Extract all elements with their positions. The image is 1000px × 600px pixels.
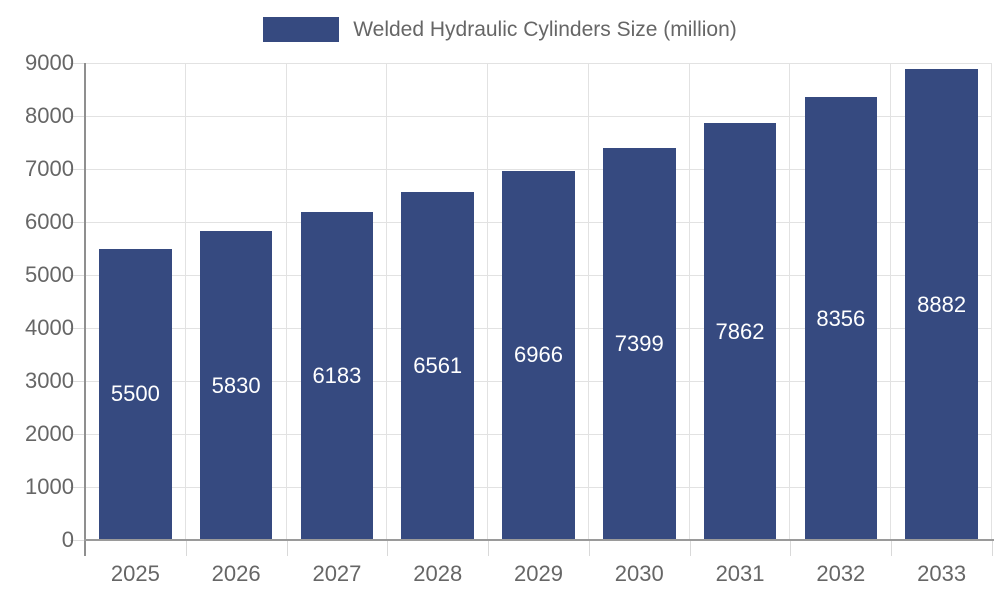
x-tick-label: 2031: [715, 561, 765, 586]
y-tick-label: 0: [61, 527, 74, 552]
y-axis-line: [84, 63, 86, 556]
v-gridline: [890, 63, 892, 540]
bar[interactable]: 5500: [99, 248, 172, 540]
y-tick-label: 8000: [25, 103, 74, 128]
bar-value-label: 7399: [614, 330, 664, 356]
x-tick: [891, 541, 893, 556]
y-tick-label: 4000: [25, 315, 74, 340]
x-tick-label: 2029: [514, 561, 563, 586]
bar-value-label: 5500: [110, 381, 160, 407]
bar[interactable]: 6561: [401, 192, 474, 540]
h-gridline: [85, 63, 992, 64]
bar[interactable]: 6183: [300, 212, 374, 540]
x-tick: [488, 541, 490, 556]
legend-label: Welded Hydraulic Cylinders Size (million…: [353, 17, 737, 41]
bar-value-label: 6183: [312, 363, 362, 389]
v-gridline: [688, 63, 690, 540]
y-tick-label: 2000: [25, 421, 74, 446]
bar-value-label: 5830: [211, 372, 261, 398]
y-tick-label: 5000: [25, 262, 74, 287]
v-gridline: [487, 63, 489, 540]
y-tick: [70, 169, 84, 170]
y-tick: [70, 63, 84, 64]
x-tick-label: 2025: [110, 561, 160, 586]
x-tick: [185, 541, 187, 556]
y-tick: [70, 381, 84, 382]
x-tick: [689, 541, 691, 556]
y-tick-label: 9000: [25, 50, 74, 75]
x-tick: [992, 541, 993, 556]
h-gridline: [85, 169, 992, 170]
bar-value-label: 6561: [413, 353, 463, 379]
h-gridline: [85, 116, 992, 117]
bar-value-label: 7862: [715, 318, 765, 344]
v-gridline: [991, 63, 992, 540]
x-tick-label: 2027: [312, 561, 362, 586]
y-tick: [70, 222, 84, 223]
plot-area: 5500 5830 6183 6561 6966 7399 7862 8356 8882: [85, 63, 992, 540]
y-tick-label: 1000: [25, 474, 74, 499]
y-tick: [70, 116, 84, 117]
y-tick: [70, 275, 84, 276]
v-gridline: [587, 63, 589, 540]
chart-legend[interactable]: Welded Hydraulic Cylinders Size (million…: [0, 17, 1000, 42]
bar[interactable]: 6966: [502, 170, 575, 540]
y-tick: [70, 328, 84, 329]
y-tick: [70, 540, 84, 541]
x-tick: [286, 541, 288, 556]
v-gridline: [789, 63, 791, 540]
bar[interactable]: 5830: [199, 231, 273, 540]
bar-value-label: 6966: [514, 342, 563, 368]
x-tick-label: 2028: [413, 561, 463, 586]
y-tick-label: 7000: [25, 156, 74, 181]
bar-value-label: 8882: [917, 291, 967, 317]
x-tick: [790, 541, 792, 556]
v-gridline: [386, 63, 388, 540]
x-tick: [588, 541, 590, 556]
y-tick: [70, 434, 84, 435]
bar[interactable]: 7862: [703, 123, 777, 540]
y-tick-label: 3000: [25, 368, 74, 393]
bar[interactable]: 8356: [804, 97, 878, 540]
v-gridline: [285, 63, 287, 540]
legend-swatch: [263, 17, 340, 42]
v-gridline: [184, 63, 186, 540]
bar[interactable]: 7399: [602, 147, 676, 540]
y-tick: [70, 487, 84, 488]
bar[interactable]: 8882: [905, 69, 978, 540]
x-axis-line: [84, 539, 994, 541]
x-tick-label: 2030: [614, 561, 664, 586]
x-tick-label: 2026: [211, 561, 261, 586]
x-tick-label: 2032: [816, 561, 866, 586]
bar-value-label: 8356: [816, 305, 866, 331]
x-tick-label: 2033: [917, 561, 967, 586]
x-tick: [387, 541, 389, 556]
y-tick-label: 6000: [25, 209, 74, 234]
